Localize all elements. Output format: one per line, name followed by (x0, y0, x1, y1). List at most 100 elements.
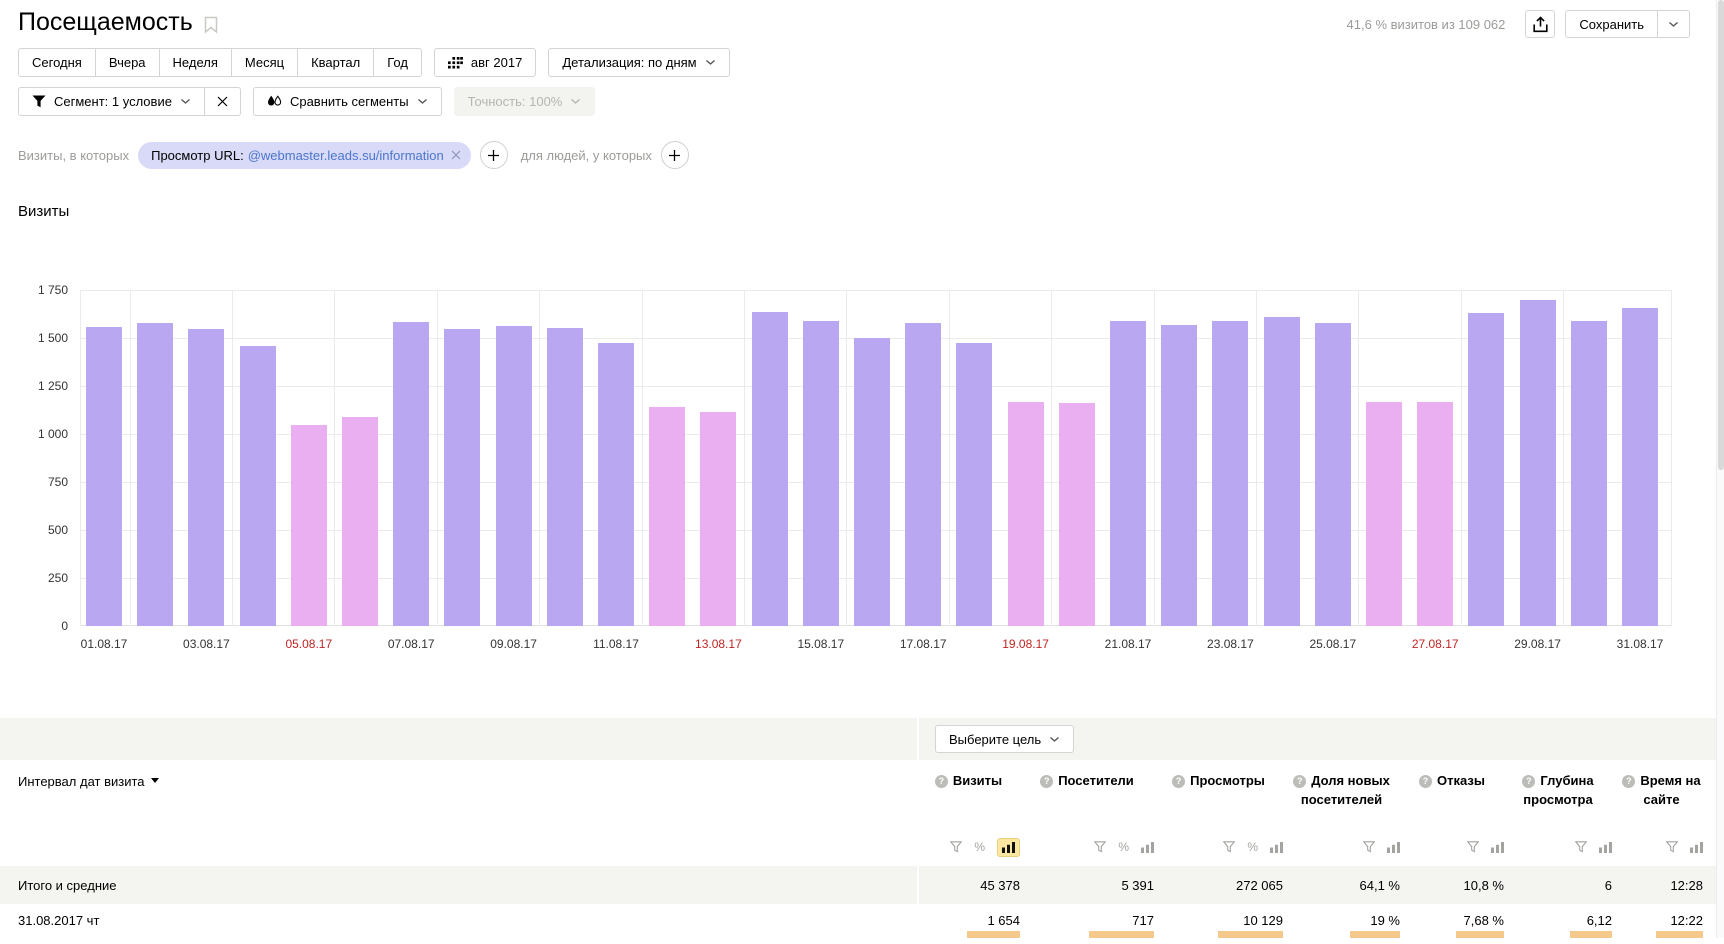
chart-bar[interactable] (1468, 313, 1505, 626)
table-row[interactable]: 31.08.2017 чт 1 654 717 10 129 19 % 7,68 % 6,1… (0, 904, 1724, 944)
filter-chip[interactable]: Просмотр URL: @webmaster.leads.su/inform… (138, 141, 471, 169)
chart-bar[interactable] (700, 411, 737, 626)
chart-bar[interactable] (444, 329, 481, 626)
chart-bar[interactable] (1263, 317, 1300, 626)
filter-icon[interactable] (1666, 841, 1678, 853)
help-icon[interactable]: ? (1622, 775, 1636, 789)
add-visit-condition-button[interactable] (479, 141, 508, 169)
column-header-4[interactable]: ? Отказы (1400, 760, 1504, 828)
chart-bar[interactable] (290, 425, 327, 626)
period-button-5[interactable]: Год (373, 48, 422, 77)
chevron-down-icon (1049, 736, 1060, 743)
chart-bar[interactable] (649, 406, 686, 626)
filter-icon[interactable] (1575, 841, 1587, 853)
chart-bar[interactable] (751, 312, 788, 626)
cell-value: 272 065 (1154, 878, 1283, 893)
chart-bar[interactable] (1570, 320, 1607, 626)
chart-bar[interactable] (342, 417, 378, 626)
segment-clear-button[interactable] (203, 87, 241, 116)
bars-icon[interactable] (1690, 841, 1703, 853)
bars-icon[interactable] (1491, 841, 1504, 853)
bookmark-icon[interactable] (204, 16, 218, 34)
chart-bar[interactable] (239, 346, 276, 626)
chart-bar[interactable] (1058, 403, 1095, 626)
chart-bar[interactable] (1212, 320, 1249, 626)
chart-bar[interactable] (188, 329, 225, 626)
vertical-scrollbar[interactable] (1716, 0, 1724, 938)
chart-bar[interactable] (86, 327, 122, 626)
save-button[interactable]: Сохранить (1565, 10, 1658, 38)
help-icon[interactable]: ? (1172, 775, 1186, 789)
date-interval-column-header[interactable]: Интервал дат визита (0, 760, 917, 828)
segment-button[interactable]: Сегмент: 1 условие (18, 87, 205, 116)
date-range-button[interactable]: авг 2017 (433, 48, 537, 77)
help-icon[interactable]: ? (1040, 775, 1054, 789)
percent-icon[interactable]: % (1247, 840, 1258, 854)
accuracy-button[interactable]: Точность: 100% (453, 87, 596, 116)
filter-row: Визиты, в которых Просмотр URL: @webmast… (18, 141, 689, 169)
period-button-1[interactable]: Вчера (94, 48, 160, 77)
cell-value: 717 (1020, 913, 1154, 938)
column-header-5[interactable]: ? Глубина просмотра (1522, 773, 1594, 807)
help-icon[interactable]: ? (1293, 775, 1307, 789)
period-button-0[interactable]: Сегодня (18, 48, 96, 77)
period-button-2[interactable]: Неделя (158, 48, 232, 77)
cell-bar (1089, 931, 1154, 938)
period-button-3[interactable]: Месяц (230, 48, 299, 77)
help-icon[interactable]: ? (1522, 775, 1536, 789)
chart-bar[interactable] (854, 338, 890, 626)
export-button[interactable] (1525, 10, 1556, 38)
chart-bar[interactable] (1366, 401, 1402, 626)
period-button-4[interactable]: Квартал (297, 48, 375, 77)
chart-bar[interactable] (1161, 324, 1198, 626)
column-header-6[interactable]: ? Время на сайте (1612, 760, 1711, 828)
filter-icon[interactable] (1467, 841, 1479, 853)
period-segmented-control: Сегодня Вчера Неделя Месяц Квартал Год (18, 48, 422, 77)
bars-icon[interactable] (1387, 841, 1400, 853)
date-interval-label: Интервал дат визита (18, 774, 145, 789)
chart-bar[interactable] (1007, 401, 1044, 626)
chart-bar[interactable] (1519, 300, 1556, 626)
scrollbar-thumb[interactable] (1718, 0, 1724, 470)
filter-icon[interactable] (1094, 841, 1107, 853)
filter-icon[interactable] (950, 841, 963, 853)
column-header-3[interactable]: ? Доля новых посетителей (1283, 760, 1400, 828)
column-header-0[interactable]: ? Визиты (917, 760, 1020, 828)
percent-icon[interactable]: % (1118, 840, 1129, 854)
chart-bar[interactable] (495, 325, 532, 626)
chart-bar[interactable] (1110, 320, 1146, 626)
chart-bar[interactable] (1314, 323, 1351, 626)
chart-title: Визиты (18, 203, 70, 220)
chip-url-link[interactable]: @webmaster.leads.su/information (247, 147, 444, 163)
table-row[interactable]: Итого и средние 45 378 5 391 272 065 64,1 % 1… (0, 866, 1724, 904)
bars-icon[interactable] (1599, 841, 1612, 853)
y-tick-label: 1 500 (37, 331, 68, 345)
help-icon[interactable]: ? (934, 775, 948, 789)
help-icon[interactable]: ? (1419, 775, 1433, 789)
chart-bar[interactable] (1417, 401, 1454, 626)
chart-bar[interactable] (598, 343, 634, 626)
chart-bar[interactable] (956, 343, 993, 626)
compare-segments-button[interactable]: Сравнить сегменты (252, 87, 442, 116)
bars-icon[interactable] (1270, 841, 1283, 853)
chart-bar[interactable] (1622, 308, 1658, 626)
save-dropdown-button[interactable] (1657, 10, 1690, 38)
chart-bar[interactable] (546, 328, 583, 626)
chart-bar[interactable] (802, 320, 839, 626)
add-people-condition-button[interactable] (660, 141, 689, 169)
column-header-2[interactable]: ? Просмотры (1154, 760, 1283, 828)
bars-icon[interactable] (1141, 841, 1154, 853)
bar-chart-icon[interactable] (997, 837, 1020, 857)
select-goal-button[interactable]: Выберите цель (935, 725, 1075, 753)
detail-label: Детализация: по дням (562, 55, 697, 70)
filter-icon[interactable] (1223, 841, 1236, 853)
chart-bar[interactable] (905, 323, 942, 626)
cell-value: 1 654 (917, 913, 1020, 938)
column-header-1[interactable]: ? Посетители (1020, 760, 1154, 828)
detail-button[interactable]: Детализация: по дням (548, 48, 730, 77)
filter-icon[interactable] (1363, 841, 1375, 853)
close-x-icon[interactable] (451, 150, 461, 160)
chart-bar[interactable] (393, 322, 430, 626)
percent-icon[interactable]: % (974, 840, 985, 854)
chart-bar[interactable] (137, 323, 174, 626)
